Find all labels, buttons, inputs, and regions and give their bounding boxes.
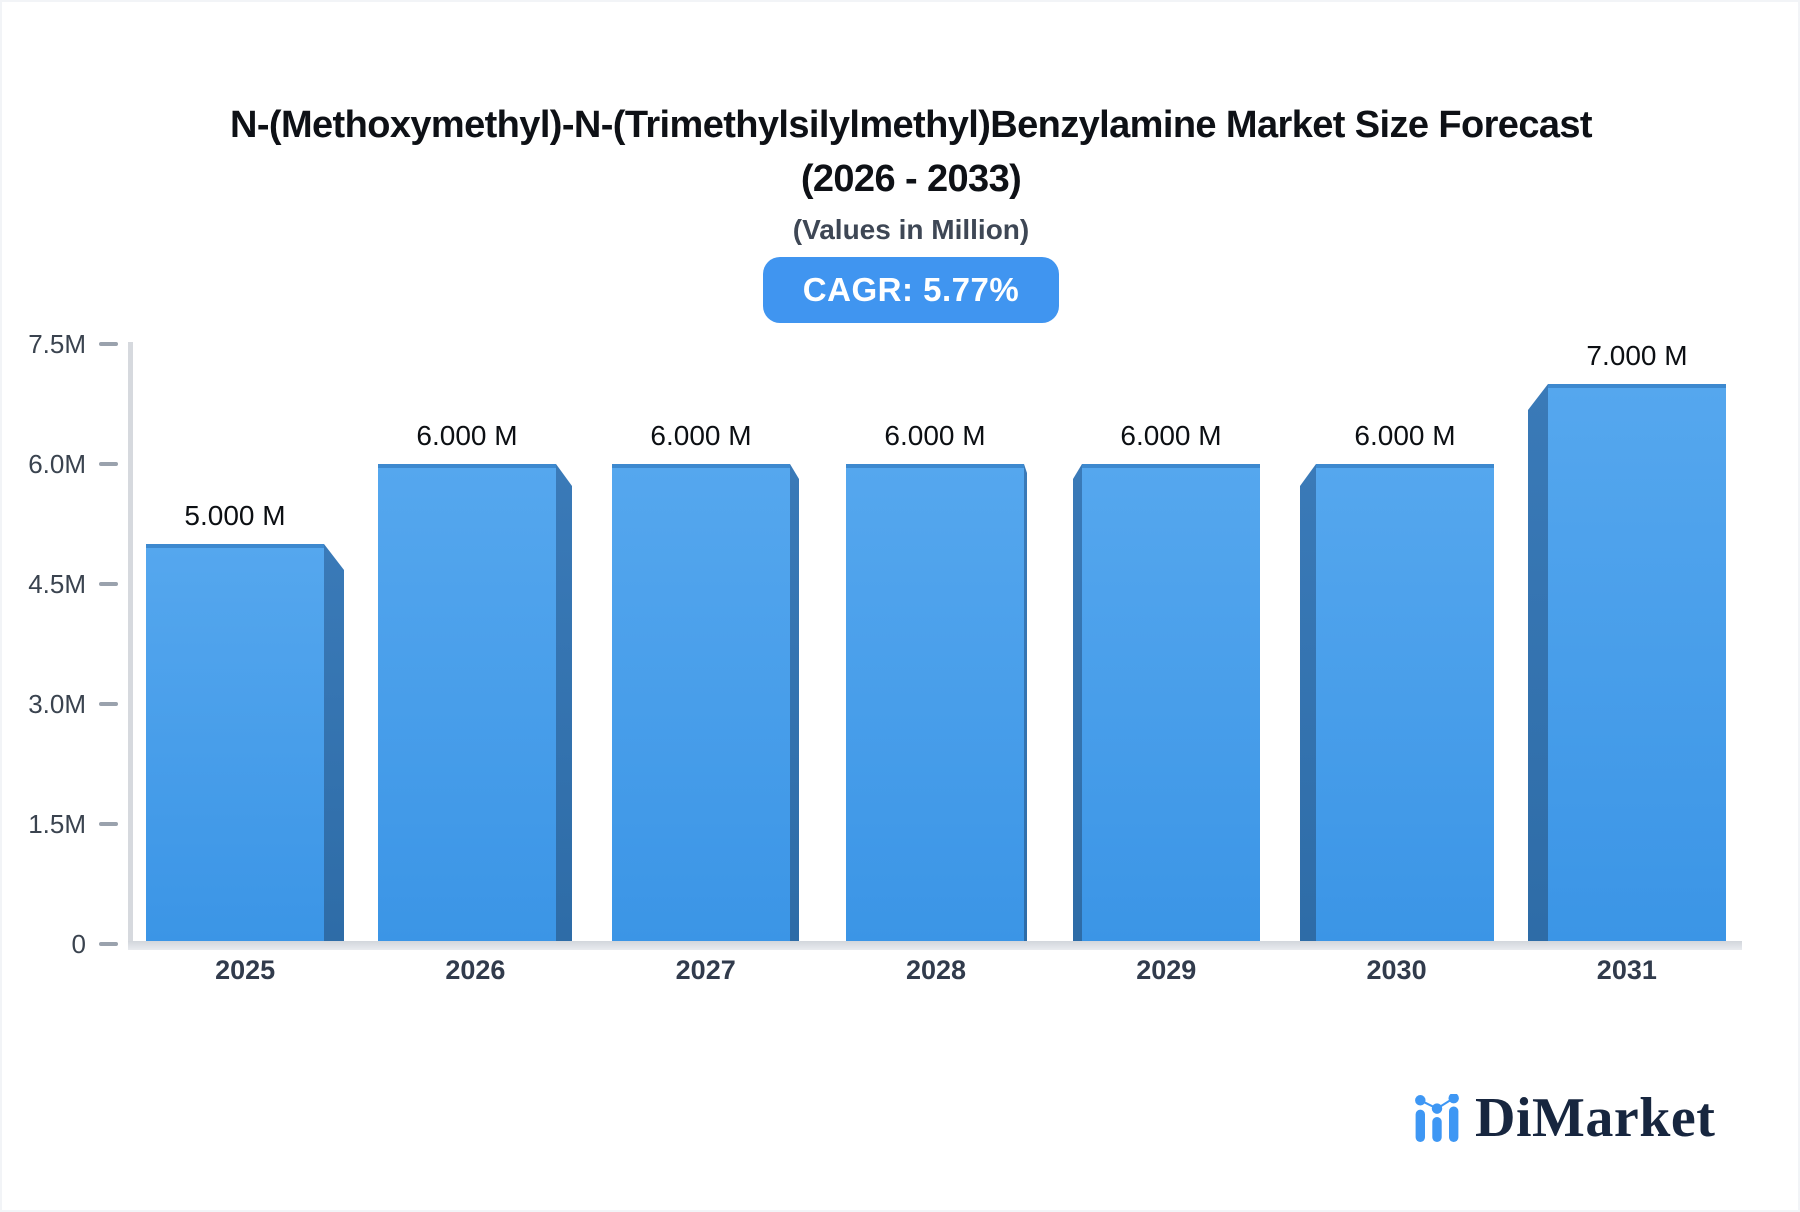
bar-side-2031 bbox=[1528, 384, 1548, 941]
bar-2029[interactable] bbox=[1082, 464, 1260, 941]
y-axis-line bbox=[128, 342, 133, 950]
y-axis-tick-label: 7.5M bbox=[28, 329, 86, 359]
cagr-badge: CAGR: 5.77% bbox=[762, 257, 1060, 323]
brand-logo-text: DiMarket bbox=[1475, 1087, 1716, 1149]
bar-2026[interactable] bbox=[378, 464, 556, 941]
x-axis-label-2027: 2027 bbox=[675, 955, 736, 985]
bar-2031[interactable] bbox=[1548, 384, 1726, 941]
x-axis-label-2029: 2029 bbox=[1136, 955, 1197, 985]
bar-value-label-2026: 6.000 M bbox=[416, 420, 518, 451]
y-axis-tick-dash bbox=[99, 462, 118, 466]
y-axis-tick-label: 1.5M bbox=[28, 809, 86, 839]
y-axis-tick-label: 4.5M bbox=[28, 569, 86, 599]
cagr-badge-row: CAGR: 5.77% bbox=[22, 257, 1800, 323]
y-axis-tick-dash bbox=[99, 582, 118, 586]
brand-logo: DiMarket bbox=[1414, 1087, 1716, 1149]
bar-2027[interactable] bbox=[612, 464, 790, 941]
x-axis-label-2030: 2030 bbox=[1366, 955, 1427, 985]
y-axis-tick-dash bbox=[99, 822, 118, 826]
bar-value-label-2029: 6.000 M bbox=[1120, 420, 1222, 451]
bar-side-2025 bbox=[324, 544, 344, 941]
bar-side-2028 bbox=[1024, 464, 1027, 941]
x-axis-label-2031: 2031 bbox=[1596, 955, 1657, 985]
y-axis-tick-dash bbox=[99, 702, 118, 706]
x-axis-label-2025: 2025 bbox=[215, 955, 276, 985]
y-axis-tick-label: 6.0M bbox=[28, 449, 86, 479]
chart-title-line2: (2026 - 2033) bbox=[800, 158, 1022, 200]
chart-title-line1: N-(Methoxymethyl)-N-(Trimethylsilylmethy… bbox=[230, 104, 1593, 146]
bar-value-label-2030: 6.000 M bbox=[1354, 420, 1456, 451]
y-axis-tick-label: 3.0M bbox=[28, 689, 86, 719]
bar-2028[interactable] bbox=[846, 464, 1024, 941]
x-axis-label-2026: 2026 bbox=[445, 955, 506, 985]
bar-value-label-2031: 7.000 M bbox=[1586, 340, 1688, 371]
bar-side-2029 bbox=[1073, 464, 1082, 941]
chart-subtitle: (Values in Million) bbox=[792, 214, 1030, 245]
bar-value-label-2028: 6.000 M bbox=[884, 420, 986, 451]
bar-2030[interactable] bbox=[1316, 464, 1494, 941]
x-axis-line bbox=[128, 941, 1742, 950]
bar-value-label-2027: 6.000 M bbox=[650, 420, 752, 451]
y-axis-tick-dash bbox=[99, 342, 118, 346]
bar-2025[interactable] bbox=[146, 544, 324, 941]
bar-side-2027 bbox=[790, 464, 799, 941]
bar-side-2026 bbox=[556, 464, 572, 941]
bar-line-chart-icon bbox=[1415, 1094, 1459, 1142]
y-axis-tick-dash bbox=[99, 942, 118, 946]
y-axis-tick-label: 0 bbox=[71, 929, 86, 959]
bar-value-label-2025: 5.000 M bbox=[184, 500, 286, 531]
x-axis-label-2028: 2028 bbox=[905, 955, 967, 985]
bar-side-2030 bbox=[1300, 464, 1316, 941]
